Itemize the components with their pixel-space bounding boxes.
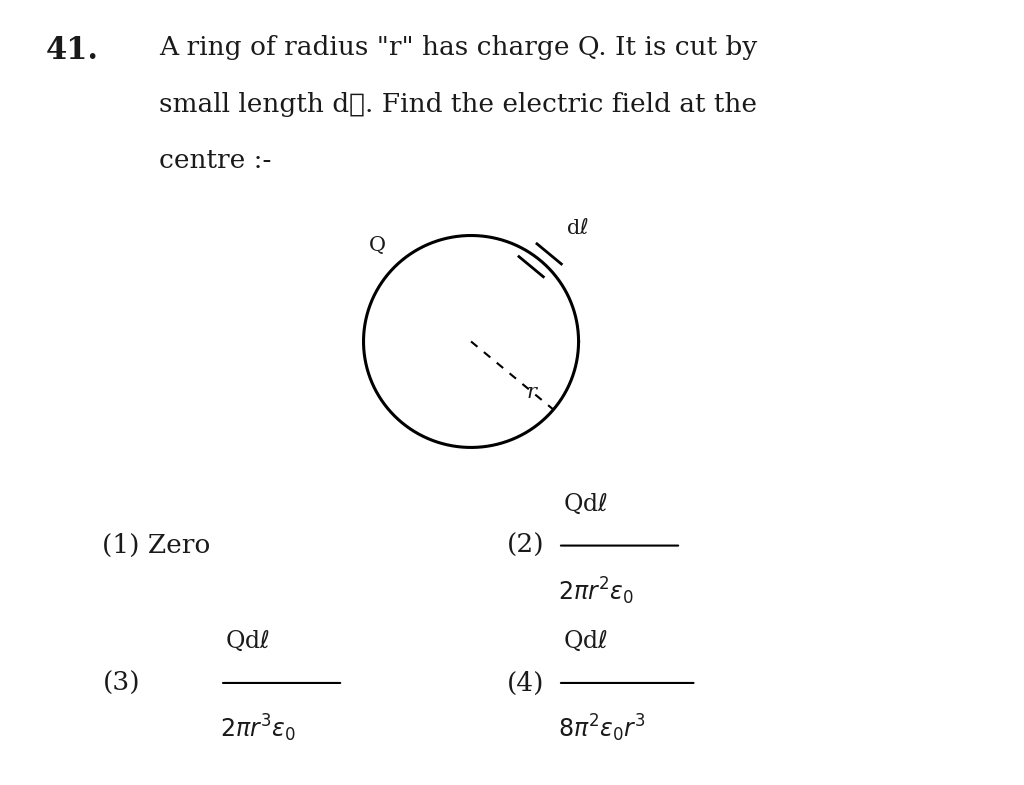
Text: Q: Q xyxy=(369,236,385,255)
Text: small length dℓ. Find the electric field at the: small length dℓ. Find the electric field… xyxy=(159,92,757,117)
Text: A ring of radius "r" has charge Q. It is cut by: A ring of radius "r" has charge Q. It is… xyxy=(159,35,757,60)
Text: 41.: 41. xyxy=(46,35,99,66)
Text: (1) Zero: (1) Zero xyxy=(102,533,211,558)
Text: d$\ell$: d$\ell$ xyxy=(566,218,589,239)
Text: Qd$\ell$: Qd$\ell$ xyxy=(563,629,608,653)
Text: centre :-: centre :- xyxy=(159,148,271,173)
Text: (4): (4) xyxy=(507,670,545,696)
Text: $2\pi r^2\varepsilon_0$: $2\pi r^2\varepsilon_0$ xyxy=(558,575,634,607)
Text: (3): (3) xyxy=(102,670,140,696)
Text: Qd$\ell$: Qd$\ell$ xyxy=(563,491,608,516)
Text: $8\pi^2\varepsilon_0 r^3$: $8\pi^2\varepsilon_0 r^3$ xyxy=(558,713,646,744)
Text: r: r xyxy=(526,383,537,402)
Text: (2): (2) xyxy=(507,533,545,558)
Text: $2\pi r^3\varepsilon_0$: $2\pi r^3\varepsilon_0$ xyxy=(220,713,296,744)
Text: Qd$\ell$: Qd$\ell$ xyxy=(225,629,270,653)
